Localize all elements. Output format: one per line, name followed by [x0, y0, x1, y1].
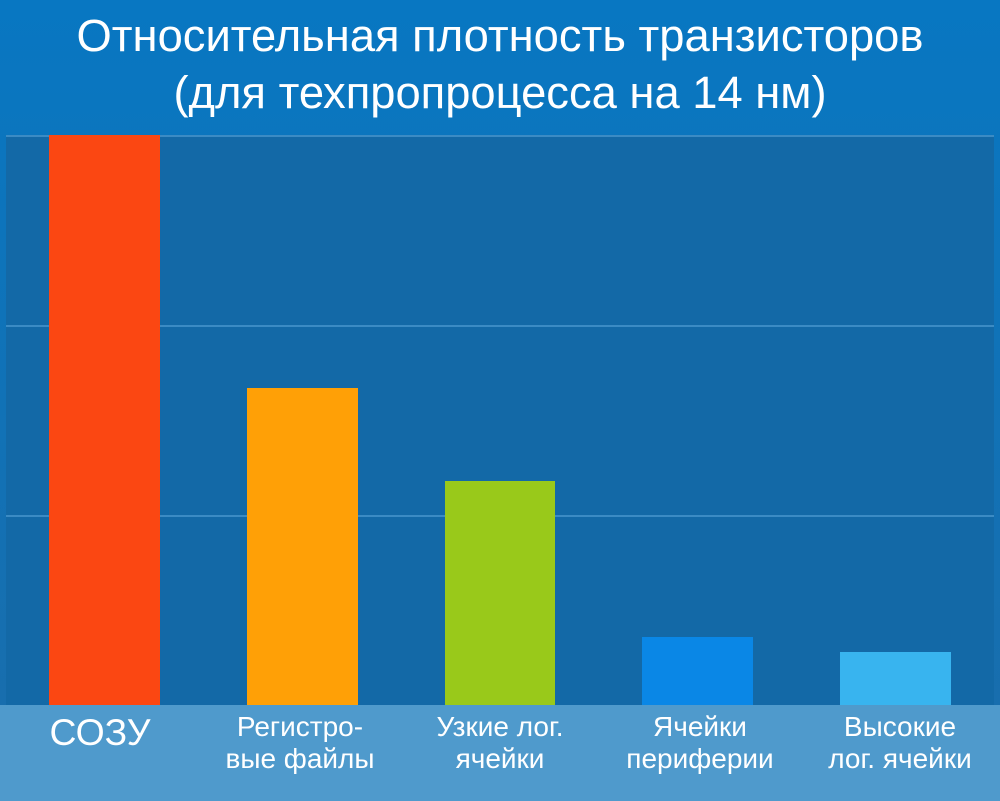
plot-area	[0, 135, 1000, 705]
bars-row	[6, 135, 994, 705]
bar-slot	[204, 135, 402, 705]
x-label-text: Узкие лог. ячейки	[436, 711, 563, 775]
x-label: Ячейки периферии	[600, 705, 800, 801]
x-label-text: Регистро- вые файлы	[225, 711, 374, 775]
x-label: СОЗУ	[0, 705, 200, 801]
x-label: Высокие лог. ячейки	[800, 705, 1000, 801]
bar	[840, 652, 951, 705]
chart-title-line1: Относительная плотность транзисторов	[0, 8, 1000, 65]
x-label: Регистро- вые файлы	[200, 705, 400, 801]
bar-slot	[599, 135, 797, 705]
chart-title: Относительная плотность транзисторов (дл…	[0, 0, 1000, 121]
x-labels-band: СОЗУ Регистро- вые файлы Узкие лог. ячейки…	[0, 705, 1000, 801]
bar	[247, 388, 358, 705]
bar-slot	[6, 135, 204, 705]
bar-slot	[796, 135, 994, 705]
density-bar-chart: Относительная плотность транзисторов (дл…	[0, 0, 1000, 801]
x-label-text: Ячейки периферии	[626, 711, 773, 775]
bar	[49, 135, 160, 705]
chart-title-line2: (для техпропроцесса на 14 нм)	[0, 65, 1000, 122]
bar	[445, 481, 556, 705]
x-label-text: СОЗУ	[49, 711, 150, 754]
x-label-text: Высокие лог. ячейки	[828, 711, 971, 775]
plot-inner	[6, 135, 994, 705]
x-label: Узкие лог. ячейки	[400, 705, 600, 801]
bar-slot	[401, 135, 599, 705]
bar	[642, 637, 753, 705]
